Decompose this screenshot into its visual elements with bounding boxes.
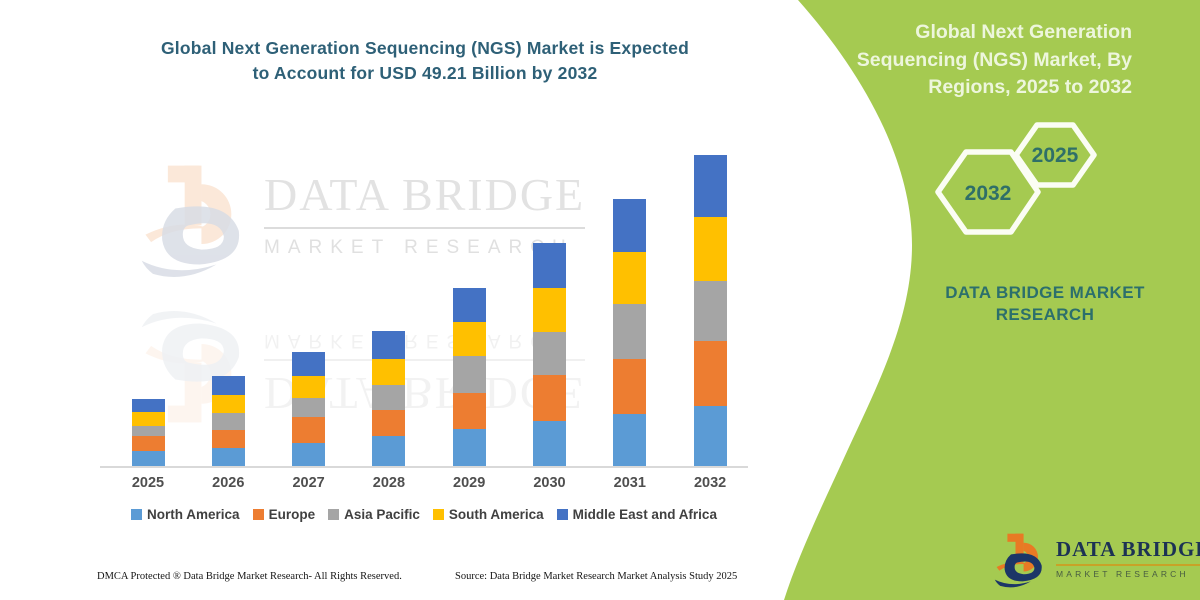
legend-swatch [432, 509, 444, 520]
bar-segment-north-america-2027 [292, 443, 326, 466]
bar-segment-south-america-2027 [292, 375, 326, 398]
right-panel-title: Global Next Generation Sequencing (NGS) … [842, 19, 1132, 102]
dmca-notice: DMCA Protected ® Data Bridge Market Rese… [97, 571, 402, 582]
x-tick-label-2027: 2027 [292, 475, 325, 491]
brand-name-text: DATA BRIDGE MARKET RESEARCH [945, 283, 1145, 324]
x-tick-label-2032: 2032 [693, 475, 727, 491]
hexagon-2025-label: 2025 [1032, 144, 1079, 167]
bar-segment-north-america-2029 [452, 429, 486, 466]
legend-label: Europe [268, 507, 316, 522]
bar-segment-south-america-2030 [533, 287, 566, 333]
legend-swatch [252, 509, 264, 520]
bar-segment-south-america-2026 [211, 395, 245, 413]
hexagon-2032-label: 2032 [965, 182, 1012, 205]
right-panel-title-line2: Sequencing (NGS) Market, By [856, 48, 1132, 71]
bar-segment-asia-pacific-2028 [372, 385, 406, 410]
bar-segment-europe-2030 [533, 375, 566, 422]
legend-item-south-america: South America [432, 507, 544, 522]
data-bridge-logo-icon [994, 533, 1042, 588]
legend-label: South America [448, 507, 544, 522]
bar-segment-europe-2031 [613, 359, 647, 415]
bar-segment-asia-pacific-2029 [452, 356, 486, 393]
legend-label: North America [147, 507, 240, 522]
legend-label: Middle East and Africa [572, 507, 717, 522]
bar-segment-middle-east-and-africa-2031 [613, 199, 647, 252]
bar-segment-asia-pacific-2026 [211, 412, 245, 430]
x-tick-label-2025: 2025 [131, 475, 165, 491]
bar-segment-europe-2032 [693, 340, 727, 406]
bar-segment-south-america-2028 [372, 358, 406, 386]
bar-segment-middle-east-and-africa-2029 [452, 287, 486, 322]
hexagon-2025 [1013, 122, 1097, 188]
bar-segment-asia-pacific-2025 [131, 425, 165, 437]
chart-title-line2: to Account for USD 49.21 Billion by 2032 [252, 62, 598, 83]
legend-item-north-america: North America [131, 507, 240, 522]
bar-segment-north-america-2028 [372, 436, 406, 466]
bar-segment-middle-east-and-africa-2032 [693, 155, 727, 217]
bar-segment-south-america-2025 [131, 412, 165, 426]
x-tick-label-2028: 2028 [372, 475, 406, 491]
source-note: Source: Data Bridge Market Research Mark… [455, 571, 738, 582]
legend-item-europe: Europe [252, 507, 316, 522]
bar-segment-middle-east-and-africa-2025 [131, 399, 165, 413]
bar-segment-asia-pacific-2030 [533, 332, 566, 375]
hexagon-2032 [935, 149, 1041, 235]
bar-segment-europe-2025 [131, 436, 165, 451]
stacked-bar-chart: 2025 2026 2027 2028 2029 2030 2031 2032 [100, 150, 748, 491]
chart-title-line1: Global Next Generation Sequencing (NGS) … [161, 37, 689, 58]
bar-segment-north-america-2025 [131, 450, 165, 466]
bar-segment-middle-east-and-africa-2028 [372, 330, 406, 359]
bar-segment-middle-east-and-africa-2026 [211, 376, 245, 396]
legend-item-asia-pacific: Asia Pacific [328, 507, 420, 522]
bar-segment-north-america-2026 [211, 448, 245, 466]
bar-segment-north-america-2030 [533, 421, 566, 466]
x-tick-label-2030: 2030 [533, 475, 566, 491]
chart-legend: North America Europe Asia Pacific South Ame… [100, 507, 748, 522]
chart-title: Global Next Generation Sequencing (NGS) … [105, 36, 745, 86]
bar-segment-asia-pacific-2032 [693, 281, 727, 341]
bar-segment-south-america-2032 [693, 217, 727, 282]
x-tick-label-2031: 2031 [613, 475, 646, 491]
data-bridge-logo: DATA BRIDGE MARKET RESEARCH [993, 528, 1200, 588]
bar-segment-asia-pacific-2031 [613, 304, 647, 360]
bar-segment-middle-east-and-africa-2030 [533, 242, 566, 288]
logo-text: DATA BRIDGE MARKET RESEARCH [1056, 537, 1200, 579]
logo-sub-text: MARKET RESEARCH [1056, 569, 1189, 579]
legend-swatch [131, 509, 143, 520]
bar-segment-europe-2027 [292, 417, 326, 444]
bar-segment-europe-2028 [372, 409, 406, 437]
bar-segment-middle-east-and-africa-2027 [292, 352, 326, 376]
bar-segment-europe-2029 [452, 392, 486, 430]
legend-label: Asia Pacific [344, 507, 420, 522]
x-tick-label-2026: 2026 [212, 475, 245, 491]
bar-segment-europe-2026 [211, 430, 245, 449]
logo-brand-text: DATA BRIDGE [1056, 537, 1200, 561]
year-hexagons: 2025 2032 [935, 122, 1097, 235]
legend-item-middle-east-and-africa: Middle East and Africa [556, 507, 717, 522]
bar-segment-south-america-2029 [452, 321, 486, 357]
x-tick-label-2029: 2029 [453, 475, 486, 491]
legend-swatch [556, 509, 568, 520]
bar-segment-south-america-2031 [613, 251, 647, 305]
right-panel-title-line3: Regions, 2025 to 2032 [928, 76, 1132, 98]
bar-segment-north-america-2031 [613, 414, 647, 466]
logo-underline [1056, 564, 1200, 566]
legend-swatch [328, 509, 340, 520]
right-panel-title-line1: Global Next Generation [915, 21, 1132, 43]
bar-segment-asia-pacific-2027 [292, 397, 326, 418]
bar-segment-north-america-2032 [693, 405, 727, 466]
